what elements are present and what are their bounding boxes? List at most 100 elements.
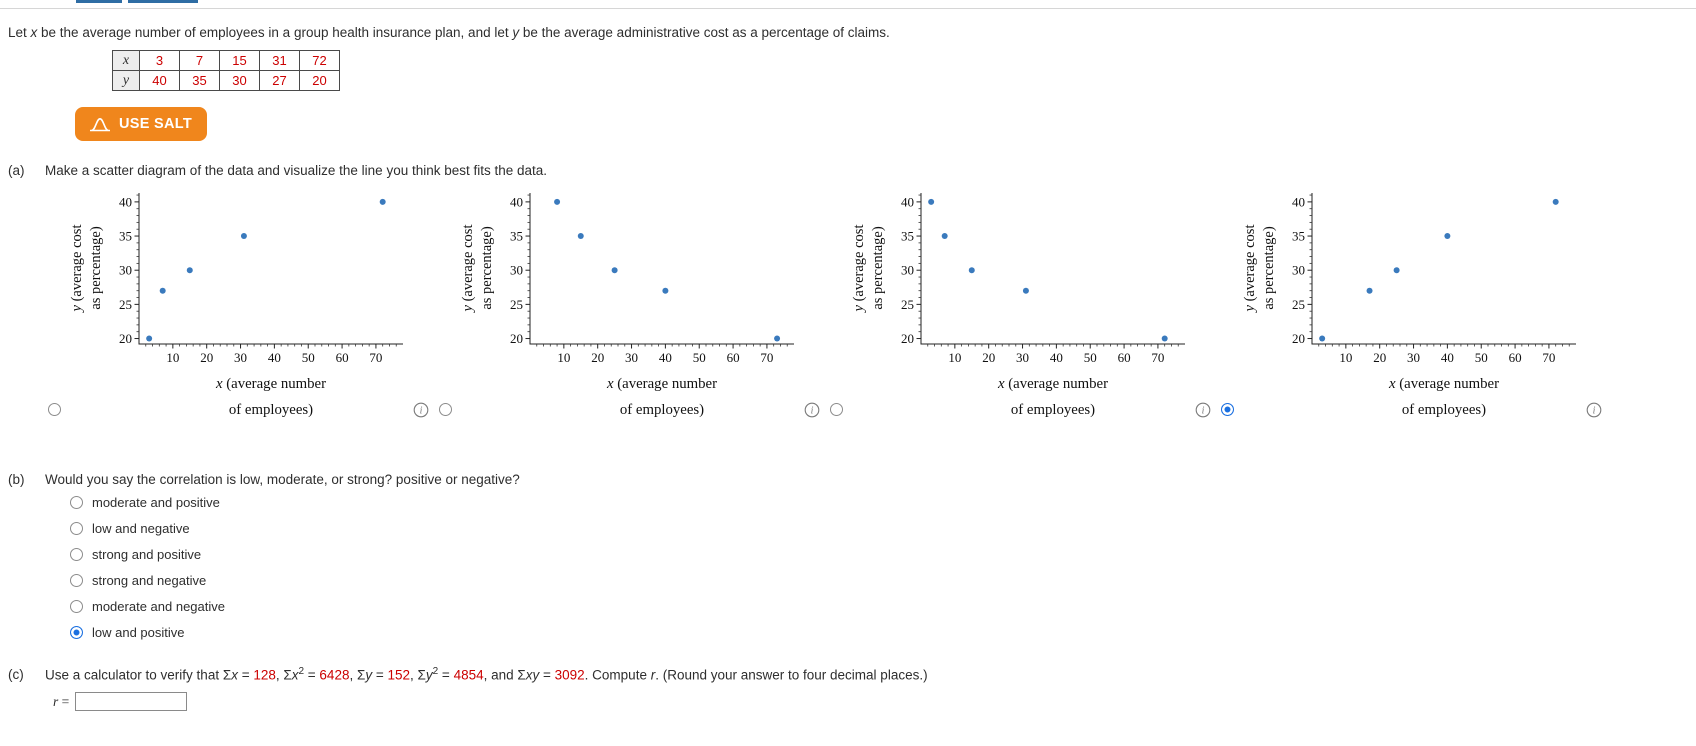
- svg-text:10: 10: [1339, 350, 1352, 365]
- svg-text:20: 20: [510, 331, 523, 346]
- svg-text:70: 70: [1542, 350, 1555, 365]
- svg-text:25: 25: [510, 297, 523, 312]
- svg-text:20: 20: [1373, 350, 1386, 365]
- option-low-and-negative[interactable]: low and negative: [70, 521, 1696, 536]
- scatter-plot-choices: y (average cost as percentage) 10 20 30 40 5…: [48, 186, 1696, 424]
- svg-text:30: 30: [1292, 263, 1305, 278]
- svg-text:35: 35: [1292, 229, 1305, 244]
- plot-2-radio[interactable]: [439, 402, 452, 416]
- svg-text:40: 40: [119, 194, 132, 209]
- svg-text:10: 10: [557, 350, 570, 365]
- option-label: moderate and negative: [92, 598, 225, 614]
- y-axis-label: y (average cost as percentage): [1242, 224, 1277, 312]
- option-label: low and positive: [92, 624, 185, 640]
- part-c-heading: (c) Use a calculator to verify that Σx =…: [8, 666, 1696, 683]
- option-moderate-and-positive[interactable]: moderate and positive: [70, 495, 1696, 510]
- svg-text:50: 50: [1084, 350, 1097, 365]
- svg-text:25: 25: [901, 297, 914, 312]
- x-value: 31: [259, 50, 300, 71]
- svg-text:60: 60: [1118, 350, 1131, 365]
- plot-1-radio[interactable]: [48, 402, 61, 416]
- tab-underline-1[interactable]: [76, 0, 122, 3]
- svg-text:25: 25: [1292, 297, 1305, 312]
- svg-text:i: i: [1202, 405, 1205, 416]
- info-icon[interactable]: i: [804, 402, 820, 420]
- svg-text:30: 30: [119, 263, 132, 278]
- svg-text:40: 40: [1050, 350, 1063, 365]
- plot-3-radio[interactable]: [830, 402, 843, 416]
- svg-text:30: 30: [901, 263, 914, 278]
- y-axis-label: y (average cost as percentage): [851, 224, 886, 312]
- x-value: 15: [219, 50, 260, 71]
- part-c-prompt: Use a calculator to verify that Σx = 128…: [45, 665, 928, 683]
- info-icon[interactable]: i: [1586, 402, 1602, 420]
- scatter-plot-3: y (average cost as percentage) 10 20 30 40 5…: [851, 186, 1187, 424]
- svg-text:20: 20: [200, 350, 213, 365]
- option-label: moderate and positive: [92, 494, 220, 510]
- svg-text:20: 20: [1292, 331, 1305, 346]
- x-value: 72: [299, 50, 340, 71]
- info-icon[interactable]: i: [413, 402, 429, 420]
- svg-text:35: 35: [901, 229, 914, 244]
- use-salt-label: USE SALT: [119, 116, 193, 132]
- svg-text:20: 20: [982, 350, 995, 365]
- tab-underline-2[interactable]: [128, 0, 198, 3]
- radio-button[interactable]: [70, 521, 83, 535]
- scatter-plot-1: y (average cost as percentage) 10 20 30 40 5…: [69, 186, 405, 424]
- svg-text:30: 30: [625, 350, 638, 365]
- r-label: r =: [53, 693, 70, 709]
- svg-text:60: 60: [1509, 350, 1522, 365]
- part-b-options: moderate and positive low and negative s…: [70, 495, 1696, 640]
- option-strong-and-negative[interactable]: strong and negative: [70, 573, 1696, 588]
- page-top-bar: [0, 0, 1696, 9]
- part-b-label: (b): [8, 471, 25, 487]
- problem-statement: Let x be the average number of employees…: [8, 25, 890, 40]
- svg-text:30: 30: [510, 263, 523, 278]
- svg-text:40: 40: [1441, 350, 1454, 365]
- svg-text:i: i: [1593, 405, 1596, 416]
- y-value: 27: [259, 70, 300, 91]
- info-icon[interactable]: i: [1195, 402, 1211, 420]
- y-value: 35: [179, 70, 220, 91]
- svg-text:40: 40: [659, 350, 672, 365]
- svg-text:40: 40: [268, 350, 281, 365]
- use-salt-button[interactable]: USE SALT: [75, 107, 208, 141]
- radio-button[interactable]: [70, 495, 83, 509]
- svg-text:70: 70: [369, 350, 382, 365]
- svg-text:60: 60: [336, 350, 349, 365]
- part-b-heading: (b) Would you say the correlation is low…: [8, 472, 1696, 487]
- r-input[interactable]: [75, 692, 188, 712]
- option-label: strong and positive: [92, 546, 202, 562]
- option-low-and-positive[interactable]: low and positive: [70, 625, 1696, 640]
- x-value: 3: [139, 50, 180, 71]
- radio-button[interactable]: [70, 625, 83, 639]
- part-b-prompt: Would you say the correlation is low, mo…: [45, 471, 520, 487]
- row-header-x: x: [112, 50, 140, 71]
- svg-text:i: i: [420, 405, 423, 416]
- salt-curve-icon: [90, 117, 110, 132]
- radio-button[interactable]: [70, 573, 83, 587]
- x-axis-label: x (average number of employees): [215, 376, 327, 418]
- scatter-plot-2: y (average cost as percentage) 10 20 30 40 5…: [460, 186, 796, 424]
- data-table: x 3 7 15 31 72 y 40 35 30 27 20: [112, 50, 340, 91]
- radio-button[interactable]: [70, 599, 83, 613]
- svg-text:35: 35: [119, 229, 132, 244]
- scatter-chart: 10 20 30 40 50 60 70 20 25 30 35 40: [510, 193, 794, 365]
- option-label: low and negative: [92, 520, 190, 536]
- scatter-chart: 10 20 30 40 50 60 70 20 25 30 35 40: [1292, 193, 1576, 365]
- y-value: 30: [219, 70, 260, 91]
- svg-text:35: 35: [510, 229, 523, 244]
- y-axis-label: y (average cost as percentage): [460, 224, 495, 312]
- svg-text:40: 40: [1292, 194, 1305, 209]
- svg-text:30: 30: [1016, 350, 1029, 365]
- radio-button[interactable]: [70, 547, 83, 561]
- option-strong-and-positive[interactable]: strong and positive: [70, 547, 1696, 562]
- part-c-label: (c): [8, 667, 24, 683]
- part-a-prompt: Make a scatter diagram of the data and v…: [45, 163, 548, 178]
- svg-text:40: 40: [901, 194, 914, 209]
- svg-text:50: 50: [693, 350, 706, 365]
- scatter-chart: 10 20 30 40 50 60 70 20 25 30 35 40: [901, 193, 1185, 365]
- plot-4-radio[interactable]: [1221, 402, 1234, 416]
- svg-text:70: 70: [760, 350, 773, 365]
- option-moderate-and-negative[interactable]: moderate and negative: [70, 599, 1696, 614]
